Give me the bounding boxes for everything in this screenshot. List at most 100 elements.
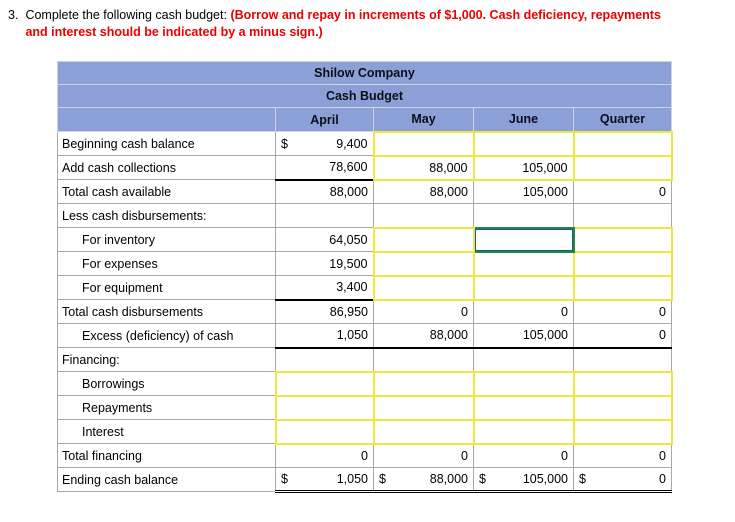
may-cell-add-cash-collections-input[interactable]: 88,000 [372,154,475,181]
row-borrowings: Borrowings [57,370,673,397]
instruction-text-red: (Borrow and repay in increments of $1,00… [25,8,661,39]
april-cell-total-financing: 0 [275,443,374,468]
cell-value: 19,500 [329,256,368,271]
june-cell-ending-cash-balance: $105,000 [473,467,574,493]
row-label: Financing: [57,347,276,372]
instruction-number: 3. [8,8,19,22]
june-cell-excess-deficiency-of-cash: 105,000 [473,323,574,349]
row-label: Interest [57,419,276,444]
june-cell-add-cash-collections-input[interactable]: 105,000 [472,154,575,181]
june-cell-borrowings-input[interactable] [472,370,575,397]
may-cell-excess-deficiency-of-cash: 88,000 [373,323,474,349]
instruction: 3. Complete the following cash budget: (… [8,7,708,41]
june-cell-interest-input[interactable] [472,418,575,445]
cell-value: 1,050 [336,472,368,486]
row-label: Total cash disbursements [57,299,276,324]
may-cell-for-equipment-input[interactable] [372,274,475,301]
row-label: Repayments [57,395,276,420]
june-cell-for-expenses-input[interactable] [472,250,575,277]
may-cell-borrowings-input[interactable] [372,370,475,397]
currency-symbol: $ [579,472,586,486]
cell-value: 88,000 [429,184,468,199]
may-cell-for-inventory-input[interactable] [372,226,475,253]
row-label: Excess (deficiency) of cash [57,323,276,348]
row-label: Total cash available [57,179,276,204]
cell-value: 78,600 [329,160,368,175]
cell-value: 88,000 [429,160,468,175]
cell-value: 0 [659,472,666,486]
june-cell-beginning-cash-balance-input[interactable] [472,130,575,157]
instruction-text: Complete the following cash budget: (Bor… [25,7,680,41]
quarter-cell-total-cash-available: 0 [573,178,672,204]
row-interest: Interest [57,418,673,445]
cell-value: 0 [659,448,666,463]
may-cell-total-financing: 0 [373,443,474,468]
row-for-equipment: For equipment 3,400 [57,274,673,301]
currency-symbol: $ [281,472,288,486]
row-label: Beginning cash balance [57,131,276,156]
april-cell-for-expenses: 19,500 [275,251,374,276]
june-cell-less-cash-disbursements [473,203,574,228]
row-label: Add cash collections [57,155,276,180]
may-cell-beginning-cash-balance-input[interactable] [372,130,475,157]
row-label: For equipment [57,275,276,300]
quarter-cell-total-financing: 0 [573,443,672,468]
cash-budget-table: Shilow Company Cash Budget April May Jun… [57,61,673,493]
april-cell-ending-cash-balance: $1,050 [275,467,374,493]
quarter-cell-interest-input[interactable] [572,418,673,445]
row-beginning-cash-balance: Beginning cash balance $9,400 [57,130,673,157]
row-total-cash-available: Total cash available 88,000 88,000 105,000 0 [57,178,672,204]
row-label: Borrowings [57,371,276,396]
april-cell-less-cash-disbursements [275,203,374,228]
april-cell-for-equipment: 3,400 [275,275,374,300]
june-cell-total-cash-available: 105,000 [473,178,574,204]
quarter-cell-for-equipment-input[interactable] [572,274,673,301]
column-header-blank [57,107,276,132]
cell-value: 0 [461,448,468,463]
april-cell-total-cash-disbursements: 86,950 [275,298,374,324]
june-cell-for-inventory-active-input[interactable] [472,226,575,253]
cell-value: 88,000 [329,184,368,199]
currency-symbol: $ [479,472,486,486]
cell-value: 64,050 [329,232,368,247]
quarter-cell-for-inventory-input[interactable] [572,226,673,253]
cell-value: 105,000 [522,160,568,175]
cell-value: 0 [561,304,568,319]
row-ending-cash-balance: Ending cash balance $1,050 $88,000 $105,000… [57,467,672,493]
cell-value: 3,400 [336,280,368,295]
row-excess-deficiency-of-cash: Excess (deficiency) of cash 1,050 88,000 10… [57,323,672,349]
cell-value: 88,000 [429,328,468,343]
row-label: For inventory [57,227,276,252]
april-cell-interest-input[interactable] [274,418,375,445]
cell-value: 0 [561,448,568,463]
column-header-may: May [373,107,474,132]
row-label: Ending cash balance [57,467,276,492]
quarter-cell-beginning-cash-balance-input[interactable] [572,130,673,157]
may-cell-repayments-input[interactable] [372,394,475,421]
april-cell-financing [275,347,374,372]
row-label: Less cash disbursements: [57,203,276,228]
june-cell-total-financing: 0 [473,443,574,468]
row-for-inventory: For inventory 64,050 [57,226,673,253]
may-cell-financing [373,347,474,372]
cell-value: 88,000 [429,472,468,486]
row-for-expenses: For expenses 19,500 [57,250,673,277]
may-cell-for-expenses-input[interactable] [372,250,475,277]
april-cell-total-cash-available: 88,000 [275,178,374,204]
june-cell-repayments-input[interactable] [472,394,575,421]
row-less-cash-disbursements: Less cash disbursements: [57,203,672,228]
cell-value: 0 [461,304,468,319]
may-cell-interest-input[interactable] [372,418,475,445]
april-cell-repayments-input[interactable] [274,394,375,421]
quarter-cell-borrowings-input[interactable] [572,370,673,397]
company-title: Shilow Company [57,61,672,85]
quarter-cell-repayments-input[interactable] [572,394,673,421]
june-cell-for-equipment-input[interactable] [472,274,575,301]
quarter-cell-add-cash-collections-input[interactable] [572,154,673,181]
may-cell-ending-cash-balance: $88,000 [373,467,474,493]
cell-value: 0 [659,304,666,319]
quarter-cell-for-expenses-input[interactable] [572,250,673,277]
may-cell-less-cash-disbursements [373,203,474,228]
april-cell-borrowings-input[interactable] [274,370,375,397]
cell-value: 105,000 [522,184,568,199]
